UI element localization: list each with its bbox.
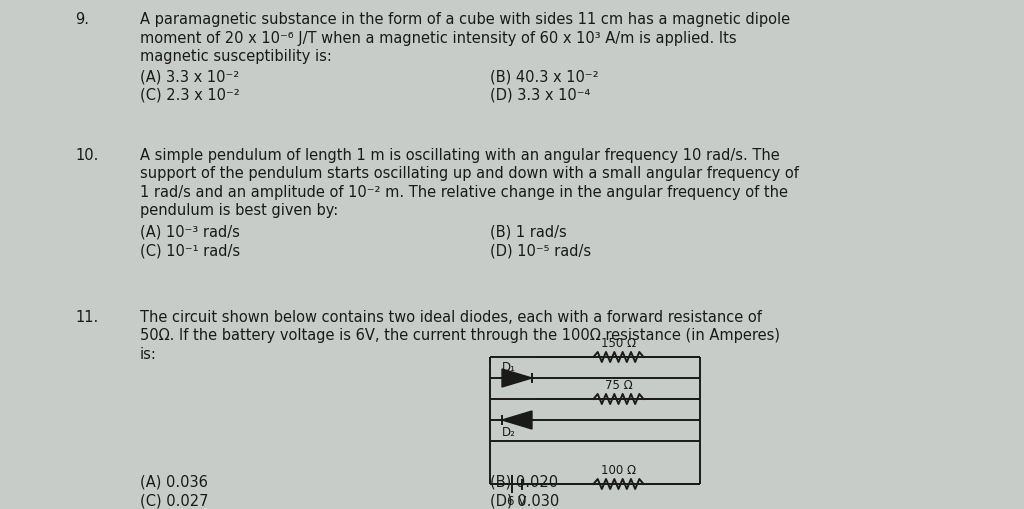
- Text: (B) 1 rad/s: (B) 1 rad/s: [490, 224, 566, 240]
- Text: A paramagnetic substance in the form of a cube with sides 11 cm has a magnetic d: A paramagnetic substance in the form of …: [140, 12, 791, 27]
- Text: (D) 3.3 x 10⁻⁴: (D) 3.3 x 10⁻⁴: [490, 88, 590, 103]
- Text: pendulum is best given by:: pendulum is best given by:: [140, 203, 338, 218]
- Text: magnetic susceptibility is:: magnetic susceptibility is:: [140, 49, 332, 64]
- Polygon shape: [502, 369, 532, 387]
- Text: 6 V: 6 V: [507, 494, 526, 507]
- Text: moment of 20 x 10⁻⁶ J/T when a magnetic intensity of 60 x 10³ A/m is applied. It: moment of 20 x 10⁻⁶ J/T when a magnetic …: [140, 31, 736, 45]
- Text: 1 rad/s and an amplitude of 10⁻² m. The relative change in the angular frequency: 1 rad/s and an amplitude of 10⁻² m. The …: [140, 185, 788, 200]
- Text: (C) 0.027: (C) 0.027: [140, 493, 209, 507]
- Polygon shape: [502, 411, 532, 429]
- Text: (B) 0.020: (B) 0.020: [490, 474, 558, 489]
- Text: (C) 2.3 x 10⁻²: (C) 2.3 x 10⁻²: [140, 88, 240, 103]
- Text: (D) 10⁻⁵ rad/s: (D) 10⁻⁵ rad/s: [490, 243, 591, 258]
- Text: (A) 10⁻³ rad/s: (A) 10⁻³ rad/s: [140, 224, 240, 240]
- Text: The circuit shown below contains two ideal diodes, each with a forward resistanc: The circuit shown below contains two ide…: [140, 309, 762, 324]
- Text: (B) 40.3 x 10⁻²: (B) 40.3 x 10⁻²: [490, 69, 599, 84]
- Text: support of the pendulum starts oscillating up and down with a small angular freq: support of the pendulum starts oscillati…: [140, 166, 799, 181]
- Text: 50Ω. If the battery voltage is 6V, the current through the 100Ω resistance (in A: 50Ω. If the battery voltage is 6V, the c…: [140, 328, 780, 343]
- Text: A simple pendulum of length 1 m is oscillating with an angular frequency 10 rad/: A simple pendulum of length 1 m is oscil…: [140, 148, 779, 163]
- Text: D₁: D₁: [502, 360, 516, 373]
- Text: (C) 10⁻¹ rad/s: (C) 10⁻¹ rad/s: [140, 243, 240, 258]
- Text: 9.: 9.: [75, 12, 89, 27]
- Text: 11.: 11.: [75, 309, 98, 324]
- Text: 100 Ω: 100 Ω: [601, 463, 636, 476]
- Text: 75 Ω: 75 Ω: [604, 378, 633, 391]
- Text: D₂: D₂: [502, 425, 516, 438]
- Text: (D) 0.030: (D) 0.030: [490, 493, 559, 507]
- Text: 10.: 10.: [75, 148, 98, 163]
- Text: (A) 3.3 x 10⁻²: (A) 3.3 x 10⁻²: [140, 69, 240, 84]
- Text: (A) 0.036: (A) 0.036: [140, 474, 208, 489]
- Text: is:: is:: [140, 346, 157, 361]
- Text: 150 Ω: 150 Ω: [601, 336, 636, 349]
